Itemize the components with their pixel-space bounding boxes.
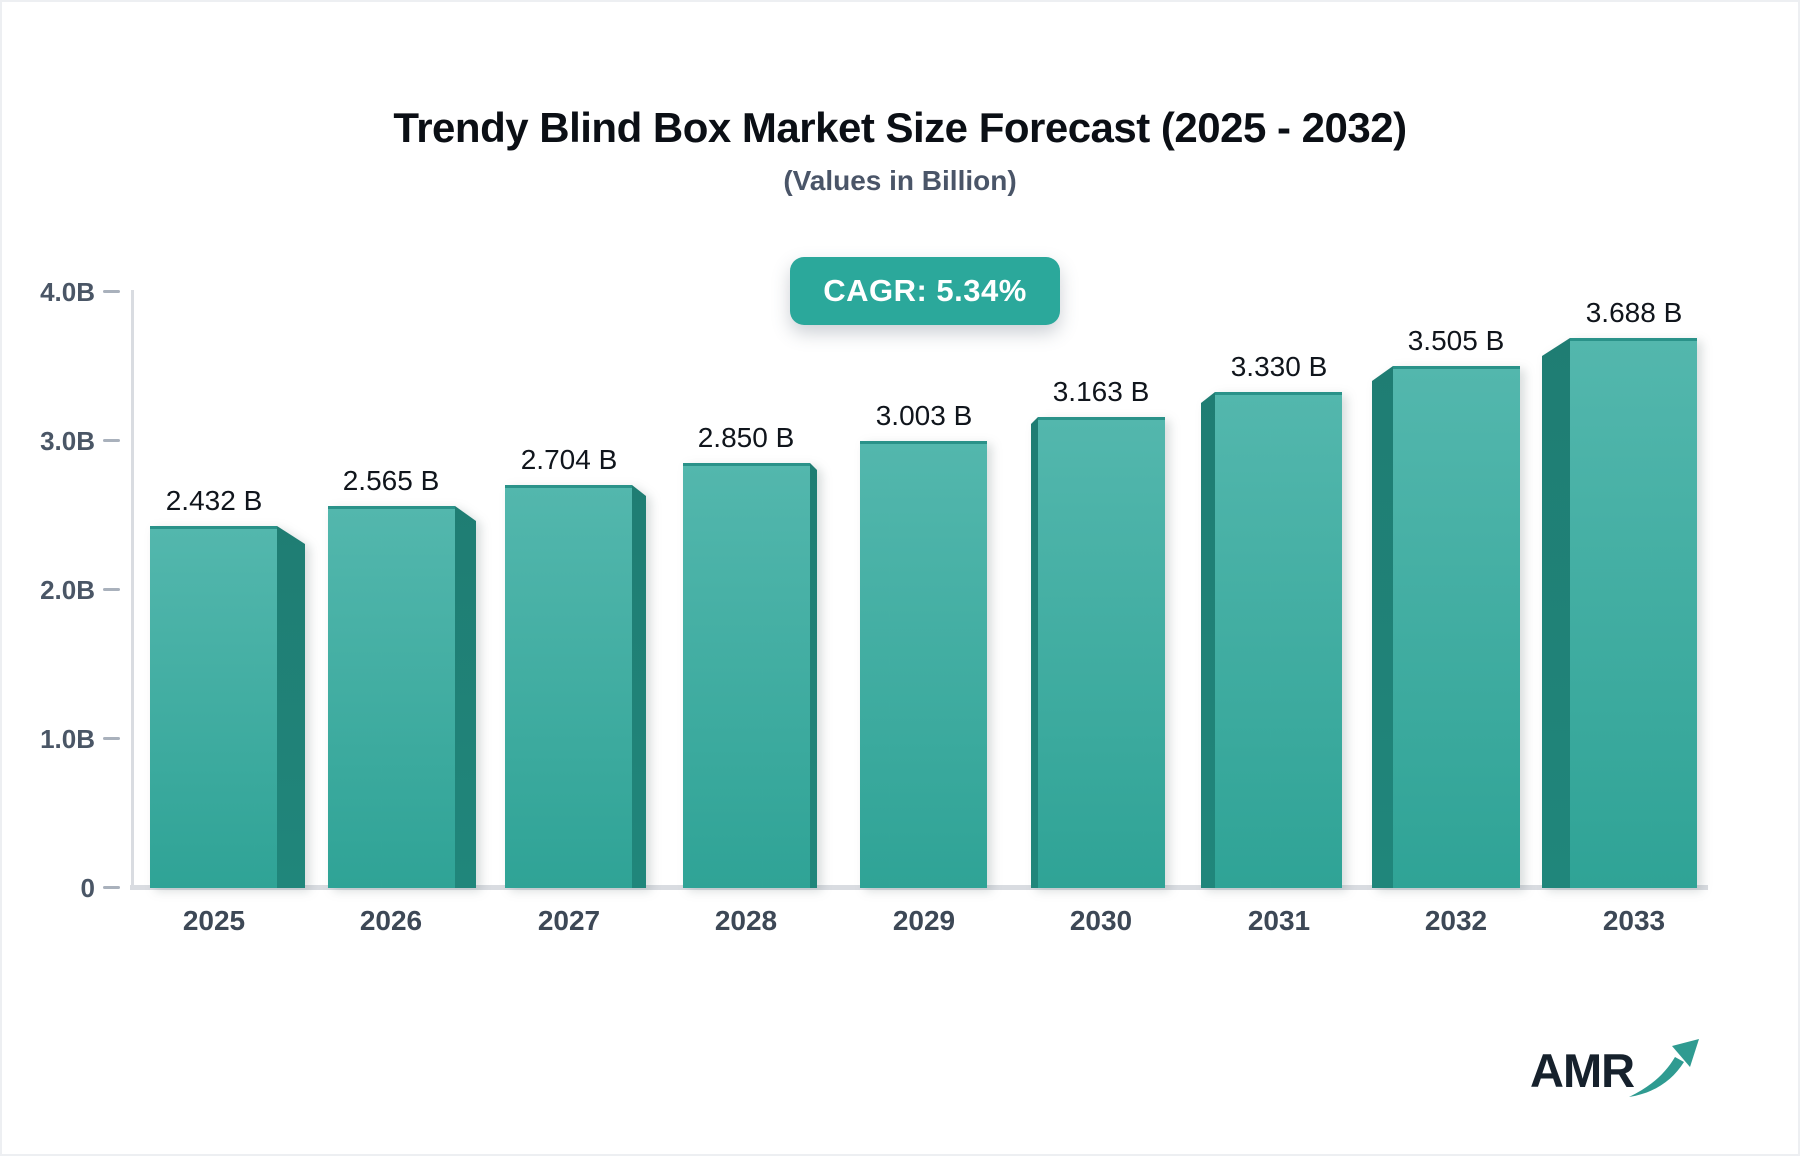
y-tick-label: 4.0B xyxy=(40,277,95,307)
bar-side-face xyxy=(277,526,305,888)
y-tick-label: 3.0B xyxy=(40,426,95,456)
bar-value-label: 2.565 B xyxy=(342,465,440,496)
bar-value-label: 2.432 B xyxy=(165,485,263,516)
x-tick-label: 2027 xyxy=(537,905,601,936)
y-tick-dash xyxy=(103,290,120,293)
bar-side-face xyxy=(1372,366,1393,888)
chart-title: Trendy Blind Box Market Size Forecast (2… xyxy=(393,104,1407,151)
x-axis-line xyxy=(130,885,1708,890)
bar-front-face xyxy=(1038,417,1165,888)
bar-side-face xyxy=(455,506,476,888)
y-axis-line xyxy=(131,290,134,890)
y-tick-dash xyxy=(103,439,120,442)
y-tick-label: 1.0B xyxy=(40,724,95,754)
y-tick-dash xyxy=(103,737,120,740)
x-tick-label: 2032 xyxy=(1424,905,1488,936)
x-tick-label: 2033 xyxy=(1602,905,1666,936)
bar-front-face xyxy=(683,463,810,888)
amr-logo: AMR xyxy=(1530,1038,1702,1097)
bar-side-face xyxy=(1201,392,1215,888)
bar-front-face xyxy=(860,441,987,888)
bar-front-face xyxy=(1393,366,1520,888)
chart-subtitle: (Values in Billion) xyxy=(783,165,1017,196)
x-tick-label: 2028 xyxy=(714,905,778,936)
bar-side-face xyxy=(1031,417,1038,888)
bar-value-label: 2.704 B xyxy=(520,444,618,475)
y-tick-label: 0 xyxy=(80,873,95,903)
x-tick-label: 2029 xyxy=(892,905,956,936)
bar-value-label: 2.850 B xyxy=(697,422,795,453)
amr-logo-text: AMR xyxy=(1530,1044,1635,1097)
x-tick-label: 2025 xyxy=(182,905,246,936)
bar-value-label: 3.330 B xyxy=(1230,351,1328,382)
bar-value-label: 3.505 B xyxy=(1407,325,1505,356)
x-tick-label: 2030 xyxy=(1069,905,1133,936)
bar-value-label: 3.688 B xyxy=(1585,297,1683,328)
y-tick-label: 2.0B xyxy=(40,575,95,605)
bar-front-face xyxy=(328,506,455,888)
bar-value-label: 3.003 B xyxy=(875,400,973,431)
x-tick-label: 2031 xyxy=(1247,905,1311,936)
bar-front-face xyxy=(150,526,277,888)
y-tick-dash xyxy=(103,588,120,591)
y-tick-dash xyxy=(103,886,120,889)
bar-front-face xyxy=(1570,338,1697,888)
bar-front-face xyxy=(1215,392,1342,888)
bar-front-face xyxy=(505,485,632,888)
growth-arrow-icon xyxy=(1629,1039,1700,1097)
cagr-badge: CAGR: 5.34% xyxy=(790,257,1060,325)
bar-side-face xyxy=(632,485,646,888)
bar-side-face xyxy=(810,463,817,888)
bar-side-face xyxy=(1542,338,1570,888)
x-tick-label: 2026 xyxy=(359,905,423,936)
bar-value-label: 3.163 B xyxy=(1052,376,1150,407)
